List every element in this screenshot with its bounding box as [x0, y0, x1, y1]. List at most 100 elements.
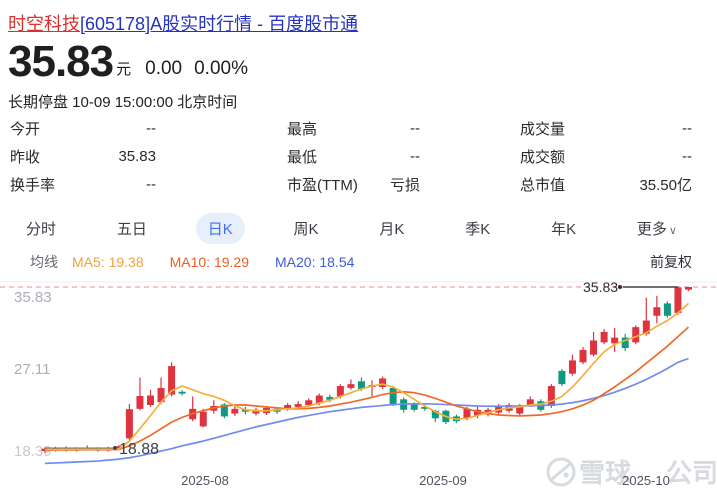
candle-body — [663, 303, 671, 316]
ma-line-ma20 — [44, 357, 689, 465]
candle-body — [474, 409, 482, 416]
xueqiu-logo-icon — [546, 457, 576, 487]
candle-body — [157, 387, 165, 403]
tab-5day[interactable]: 五日 — [116, 220, 147, 238]
candle-body — [220, 404, 228, 417]
kline-chart-canvas[interactable]: 35.83 27.11 18.39 雪球 公司 18.88 35.83 2025-08 2025… — [0, 278, 717, 500]
candle-body — [431, 410, 439, 419]
xueqiu-logo-icon — [563, 472, 569, 478]
stat-high: 最高 -- — [287, 119, 420, 138]
stat-open: 今开 -- — [10, 119, 156, 138]
candle-body — [168, 366, 176, 395]
tab-yearly-k[interactable]: 年K — [551, 220, 577, 238]
candle-body — [199, 411, 207, 427]
adjust-mode-toggle[interactable]: 前复权 — [650, 254, 692, 270]
candle-body — [463, 408, 471, 419]
y-axis-label-low: 18.39 — [14, 443, 52, 460]
candle-body — [315, 395, 323, 404]
candle-body — [600, 331, 608, 343]
ma-line-ma5 — [44, 302, 690, 451]
stat-turnover-rate: 换手率 -- — [10, 175, 156, 194]
candle-body — [284, 405, 292, 410]
current-price: 35.83 — [8, 37, 114, 86]
candle-body — [421, 406, 429, 409]
stat-pe-ttm: 市盈(TTM) 亏损 — [287, 176, 420, 194]
candle-body — [357, 381, 365, 389]
candle-body — [642, 320, 650, 334]
candle-body — [526, 399, 534, 406]
stats-column-2: 最高 -- 最低 -- 市盈(TTM) 亏损 — [287, 114, 420, 198]
ma-legend: 均线 MA5: 19.38 MA10: 19.29 MA20: 18.54 前复… — [30, 252, 692, 272]
candle-body — [231, 408, 239, 414]
ma-legend-title: 均线 — [30, 254, 58, 270]
trading-status: 长期停盘 10-09 15:00:00 北京时间 — [8, 94, 238, 111]
max-price-label: 35.83 — [583, 279, 618, 295]
candle-body — [336, 386, 344, 397]
ma20-value: MA20: 18.54 — [275, 254, 355, 270]
candle-body — [590, 340, 598, 355]
candle-body — [611, 337, 619, 344]
stat-volume: 成交量 -- — [520, 119, 692, 138]
candle-body — [621, 337, 629, 349]
candle-body — [653, 307, 661, 316]
candle-body — [389, 387, 397, 405]
stat-low: 最低 -- — [287, 147, 420, 166]
y-axis-label-mid: 27.11 — [14, 361, 50, 378]
candle-body — [326, 396, 334, 400]
tab-quarterly-k[interactable]: 季K — [465, 220, 491, 238]
watermark-brand: 雪球 — [579, 458, 632, 488]
tab-more[interactable]: 更多 ∨ — [636, 220, 677, 238]
candle-body — [146, 395, 154, 406]
x-axis-label: 2025-08 — [181, 473, 229, 488]
tab-weekly-k[interactable]: 周K — [293, 220, 319, 238]
start-price-dot — [113, 446, 117, 450]
candle-body — [674, 287, 682, 313]
candle-body — [294, 404, 302, 407]
candle-body — [347, 384, 355, 388]
stat-amount: 成交额 -- — [520, 147, 692, 166]
candle-body — [115, 446, 123, 449]
candle-body — [579, 349, 587, 363]
price-row: 35.83 元 0.00 0.00% — [8, 40, 248, 84]
candle-body — [305, 400, 313, 406]
price-unit: 元 — [116, 61, 132, 78]
candle-body — [547, 386, 555, 406]
kline-svg: 35.83 27.11 18.39 雪球 公司 18.88 35.83 2025-08 2025… — [0, 279, 717, 488]
y-axis-label-max: 35.83 — [14, 289, 52, 306]
page-title-link[interactable]: 时空科技[605178]A股实时行情 - 百度股市通 — [8, 10, 358, 36]
candle-body — [178, 391, 186, 394]
candle-body — [379, 378, 387, 387]
tab-monthly-k[interactable]: 月K — [379, 220, 405, 238]
tab-minute[interactable]: 分时 — [26, 220, 57, 238]
watermark-suffix: 公司 — [666, 458, 717, 488]
candle-body — [410, 404, 418, 410]
title-stock-name[interactable]: 时空科技 — [8, 14, 80, 34]
ma5-value: MA5: 19.38 — [72, 254, 144, 270]
start-price-label: 18.88 — [119, 441, 159, 458]
ma10-value: MA10: 19.29 — [169, 254, 249, 270]
stats-column-3: 成交量 -- 成交额 -- 总市值 35.50亿 — [520, 114, 692, 198]
chevron-down-icon: ∨ — [668, 224, 677, 237]
candle-body — [252, 409, 260, 414]
candle-body — [568, 360, 576, 374]
price-change-pct: 0.00% — [194, 58, 248, 79]
title-rest[interactable]: [605178]A股实时行情 - 百度股市通 — [80, 14, 359, 34]
candle-body — [136, 396, 144, 409]
xueqiu-logo-icon — [551, 462, 571, 481]
candle-body — [632, 327, 640, 343]
price-change: 0.00 — [145, 58, 183, 79]
stats-column-1: 今开 -- 昨收 35.83 换手率 -- — [10, 114, 156, 198]
candle-body — [516, 405, 524, 414]
tab-daily-k[interactable]: 日K — [195, 212, 245, 244]
candle-body — [685, 287, 692, 290]
x-axis-label: 2025-09 — [419, 473, 467, 488]
candle-body — [558, 370, 566, 385]
x-axis-label: 2025-10 — [622, 473, 670, 488]
stat-market-cap: 总市值 35.50亿 — [520, 176, 692, 194]
max-price-dot — [618, 285, 622, 289]
period-tabs: 分时 五日 日K 周K 月K 季K 年K 更多 ∨ — [14, 212, 689, 244]
stat-prev-close: 昨收 35.83 — [10, 147, 156, 166]
ma-line-ma10 — [44, 326, 690, 451]
candle-body — [125, 409, 133, 439]
